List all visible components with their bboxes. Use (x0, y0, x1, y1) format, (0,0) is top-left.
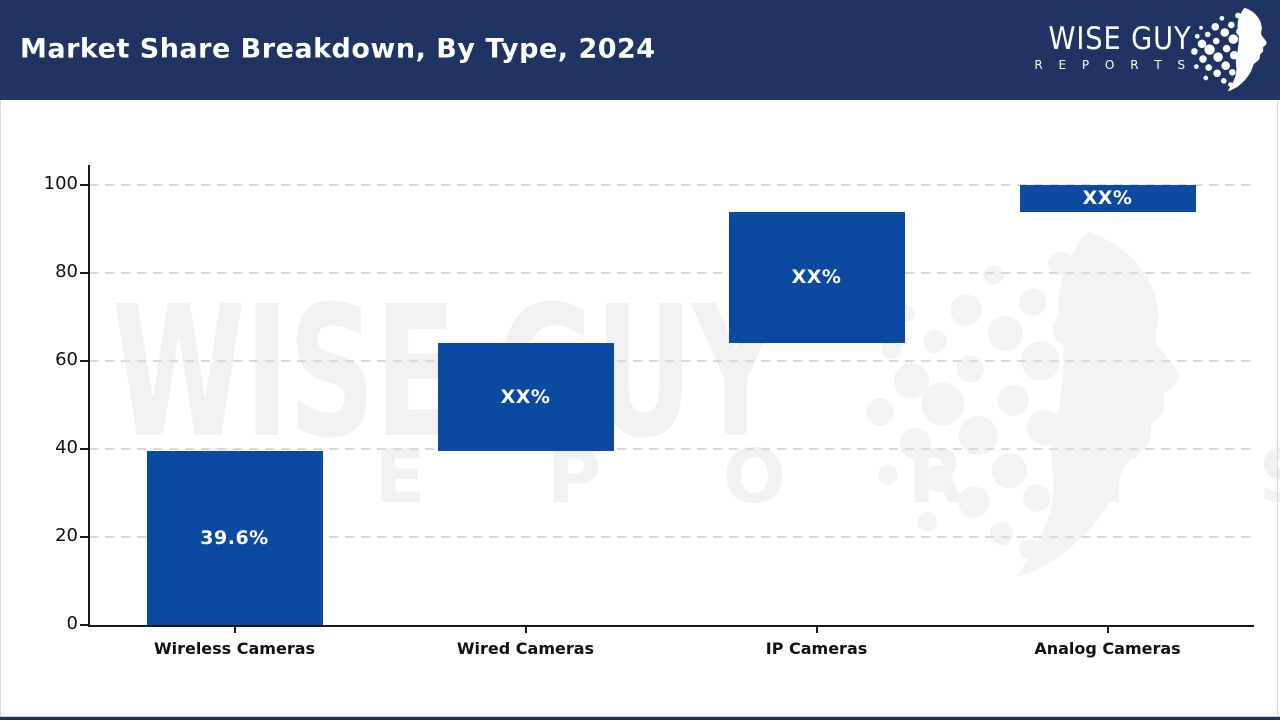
bar-value-label: XX% (1082, 187, 1133, 210)
y-tick-label: 40 (55, 437, 78, 458)
y-tick-mark (80, 272, 89, 274)
x-tick-mark (524, 627, 527, 633)
y-tick-mark (80, 448, 89, 450)
bar-value-label: XX% (500, 385, 551, 408)
footer-divider (0, 716, 1280, 717)
y-tick-mark (80, 360, 89, 362)
y-tick-label: 80 (55, 261, 78, 282)
y-tick-label: 60 (55, 349, 78, 370)
logo-text: WISE GUY R E P O R T S (1029, 22, 1192, 72)
x-tick-mark (1106, 627, 1109, 633)
footer-band (0, 717, 1280, 720)
y-tick-mark (80, 624, 89, 626)
bar: XX% (437, 342, 614, 451)
gridline (89, 536, 1253, 538)
page-title: Market Share Breakdown, By Type, 2024 (20, 33, 656, 65)
y-tick-mark (80, 184, 89, 186)
x-tick-label: Wireless Cameras (153, 639, 316, 658)
y-tick-mark (80, 536, 89, 538)
bar: 39.6% (146, 450, 323, 625)
x-tick-mark (815, 627, 818, 633)
x-tick-mark (233, 627, 236, 633)
y-tick-label: 100 (43, 173, 78, 194)
y-tick-label: 0 (66, 613, 78, 634)
bar-value-label: XX% (791, 266, 842, 289)
x-axis-line (88, 625, 1254, 627)
y-axis-line (88, 165, 90, 627)
logo-wordmark: WISE GUY (1048, 21, 1192, 57)
wise-guy-reports-logo: WISE GUY R E P O R T S (1030, 0, 1270, 100)
x-tick-label: Wired Cameras (456, 639, 595, 658)
gridline (89, 448, 1253, 450)
gridline (89, 272, 1253, 274)
bar: XX% (728, 211, 905, 343)
logo-subtext: R E P O R T S (1034, 58, 1192, 73)
x-tick-label: IP Cameras (765, 639, 868, 658)
gridline (89, 184, 1253, 186)
right-border (1277, 100, 1278, 716)
header-band: Market Share Breakdown, By Type, 2024 WI… (0, 0, 1280, 100)
left-border (0, 100, 1, 716)
bar-value-label: 39.6% (200, 526, 269, 549)
gridline (89, 360, 1253, 362)
logo-head-profile-icon (1191, 7, 1267, 92)
x-tick-label: Analog Cameras (1034, 639, 1181, 658)
bar: XX% (1019, 185, 1196, 212)
y-tick-label: 20 (55, 525, 78, 546)
